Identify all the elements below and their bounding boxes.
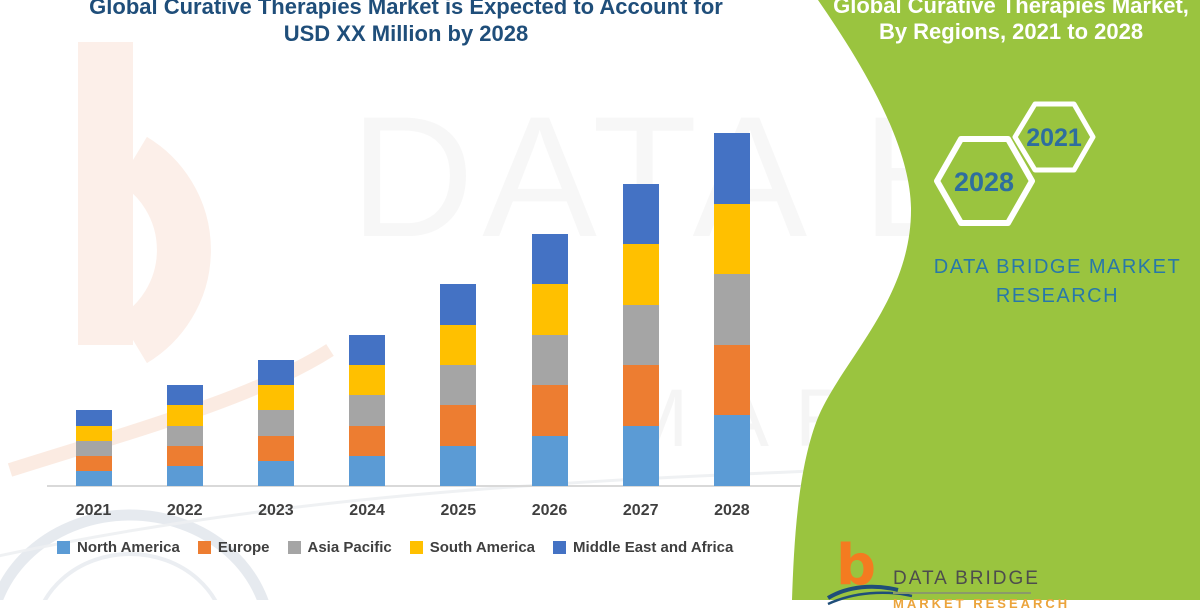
bar-segment-asia-pacific [349, 395, 386, 426]
stacked-bar-2023 [257, 360, 294, 486]
legend-item-asia-pacific: Asia Pacific [287, 539, 392, 556]
bar-segment-north-america [713, 415, 750, 486]
hexagon-2028-label: 2028 [954, 167, 1014, 197]
bar-segment-south-america [349, 365, 386, 396]
bar-segment-europe [713, 344, 750, 416]
bar-segment-europe [166, 445, 203, 466]
x-axis-label-2023: 2023 [258, 502, 294, 519]
bar-segment-north-america [531, 435, 568, 486]
stacked-bar-2024 [349, 334, 386, 486]
legend-item-south-america: South America [409, 539, 536, 556]
green-side-panel [792, 0, 1200, 600]
bar-segment-europe [440, 405, 477, 446]
x-axis-label-2021: 2021 [75, 502, 112, 519]
bar-segment-north-america [75, 470, 112, 486]
hexagon-2021-label: 2021 [1026, 124, 1082, 152]
bar-segment-middle-east-and-africa [257, 360, 294, 386]
stacked-bar-2025 [440, 284, 477, 486]
bar-segment-north-america [440, 445, 477, 486]
bar-segment-north-america [349, 455, 386, 486]
legend-label: South America [429, 539, 536, 556]
stacked-bar-chart: 2021 2022 2023 2024 2025 2026 2027 2028 [47, 130, 801, 519]
panel-brand-line1: DATA BRIDGE MARKET [933, 256, 1182, 278]
chart-title-line2: USD XX Million by 2028 [283, 21, 529, 46]
bar-segment-south-america [531, 284, 568, 335]
bar-segment-asia-pacific [75, 440, 112, 456]
panel-heading-line2: By Regions, 2021 to 2028 [878, 19, 1144, 44]
bar-segment-asia-pacific [257, 410, 294, 436]
stacked-bar-2027 [622, 183, 659, 486]
hexagon-2028: 2028 [934, 136, 1035, 226]
bar-segment-asia-pacific [440, 365, 477, 406]
bar-segment-middle-east-and-africa [713, 133, 750, 204]
bar-segment-asia-pacific [166, 425, 203, 446]
bar-segment-europe [257, 435, 294, 461]
bar-segment-south-america [622, 244, 659, 305]
bar-segment-middle-east-and-africa [531, 234, 568, 285]
bar-segment-europe [622, 365, 659, 426]
stacked-bar-2026 [531, 234, 568, 486]
x-axis-label-2022: 2022 [166, 502, 203, 519]
x-axis-label-2028: 2028 [714, 502, 750, 519]
hexagon-badges: 2021 2028 [934, 101, 1096, 226]
legend-label: Europe [217, 539, 270, 556]
bar-segment-south-america [440, 324, 477, 366]
footer-underline [893, 592, 1031, 594]
legend-label: Asia Pacific [307, 539, 392, 556]
bar-segment-south-america [257, 385, 294, 411]
bar-segment-europe [349, 425, 386, 456]
bar-segment-middle-east-and-africa [166, 385, 203, 406]
legend-item-north-america: North America [57, 539, 180, 556]
legend-swatch-icon [409, 541, 423, 554]
legend-label: Middle East and Africa [573, 539, 734, 556]
panel-heading-line1: Global Curative Therapies Market, [833, 0, 1189, 18]
legend-swatch-icon [553, 541, 567, 554]
bar-segment-asia-pacific [622, 304, 659, 366]
bar-segment-north-america [257, 460, 294, 486]
chart-legend: North America Europe Asia Pacific South Ame… [57, 539, 733, 556]
bar-segment-middle-east-and-africa [349, 334, 386, 366]
hexagon-2021: 2021 [1012, 101, 1096, 173]
bar-segment-north-america [622, 425, 659, 486]
legend-swatch-icon [57, 541, 70, 554]
bar-segment-south-america [166, 405, 203, 426]
bar-segment-middle-east-and-africa [622, 183, 659, 245]
stacked-bar-2021 [75, 410, 112, 486]
footer-b-logo-icon: b [836, 533, 877, 598]
legend-item-middle-east-and-africa: Middle East and Africa [553, 539, 733, 556]
bar-segment-asia-pacific [713, 274, 750, 345]
legend-swatch-icon [197, 541, 211, 554]
x-axis-label-2024: 2024 [349, 502, 385, 519]
stacked-bar-2022 [166, 385, 203, 486]
bar-segment-europe [531, 385, 568, 436]
footer-brand-text: DATA BRIDGE [893, 568, 1040, 589]
bar-segment-europe [75, 455, 112, 471]
bar-segment-asia-pacific [531, 334, 568, 386]
x-axis-label-2025: 2025 [440, 502, 477, 519]
legend-swatch-icon [287, 541, 301, 554]
bar-segment-south-america [713, 203, 750, 275]
panel-brand-text: DATA BRIDGE MARKET RESEARCH [880, 253, 1200, 311]
bar-segment-middle-east-and-africa [75, 410, 112, 426]
bar-segment-north-america [166, 465, 203, 486]
bar-segment-south-america [75, 425, 112, 441]
x-axis-label-2026: 2026 [531, 502, 568, 519]
footer-sub-text: MARKET RESEARCH [893, 596, 1071, 611]
legend-item-europe: Europe [197, 539, 270, 556]
x-axis-line [47, 485, 801, 487]
bar-segment-middle-east-and-africa [440, 284, 477, 325]
panel-heading: Global Curative Therapies Market, By Reg… [825, 0, 1197, 45]
stacked-bar-2028 [713, 133, 750, 486]
chart-title-line1: Global Curative Therapies Market is Expe… [89, 0, 723, 19]
legend-label: North America [77, 539, 180, 556]
footer-logo: b DATA BRIDGE MARKET RESEARCH [826, 538, 1126, 614]
panel-brand-line2: RESEARCH [995, 285, 1120, 307]
chart-title: Global Curative Therapies Market is Expe… [0, 0, 812, 47]
x-axis-label-2027: 2027 [622, 502, 659, 519]
